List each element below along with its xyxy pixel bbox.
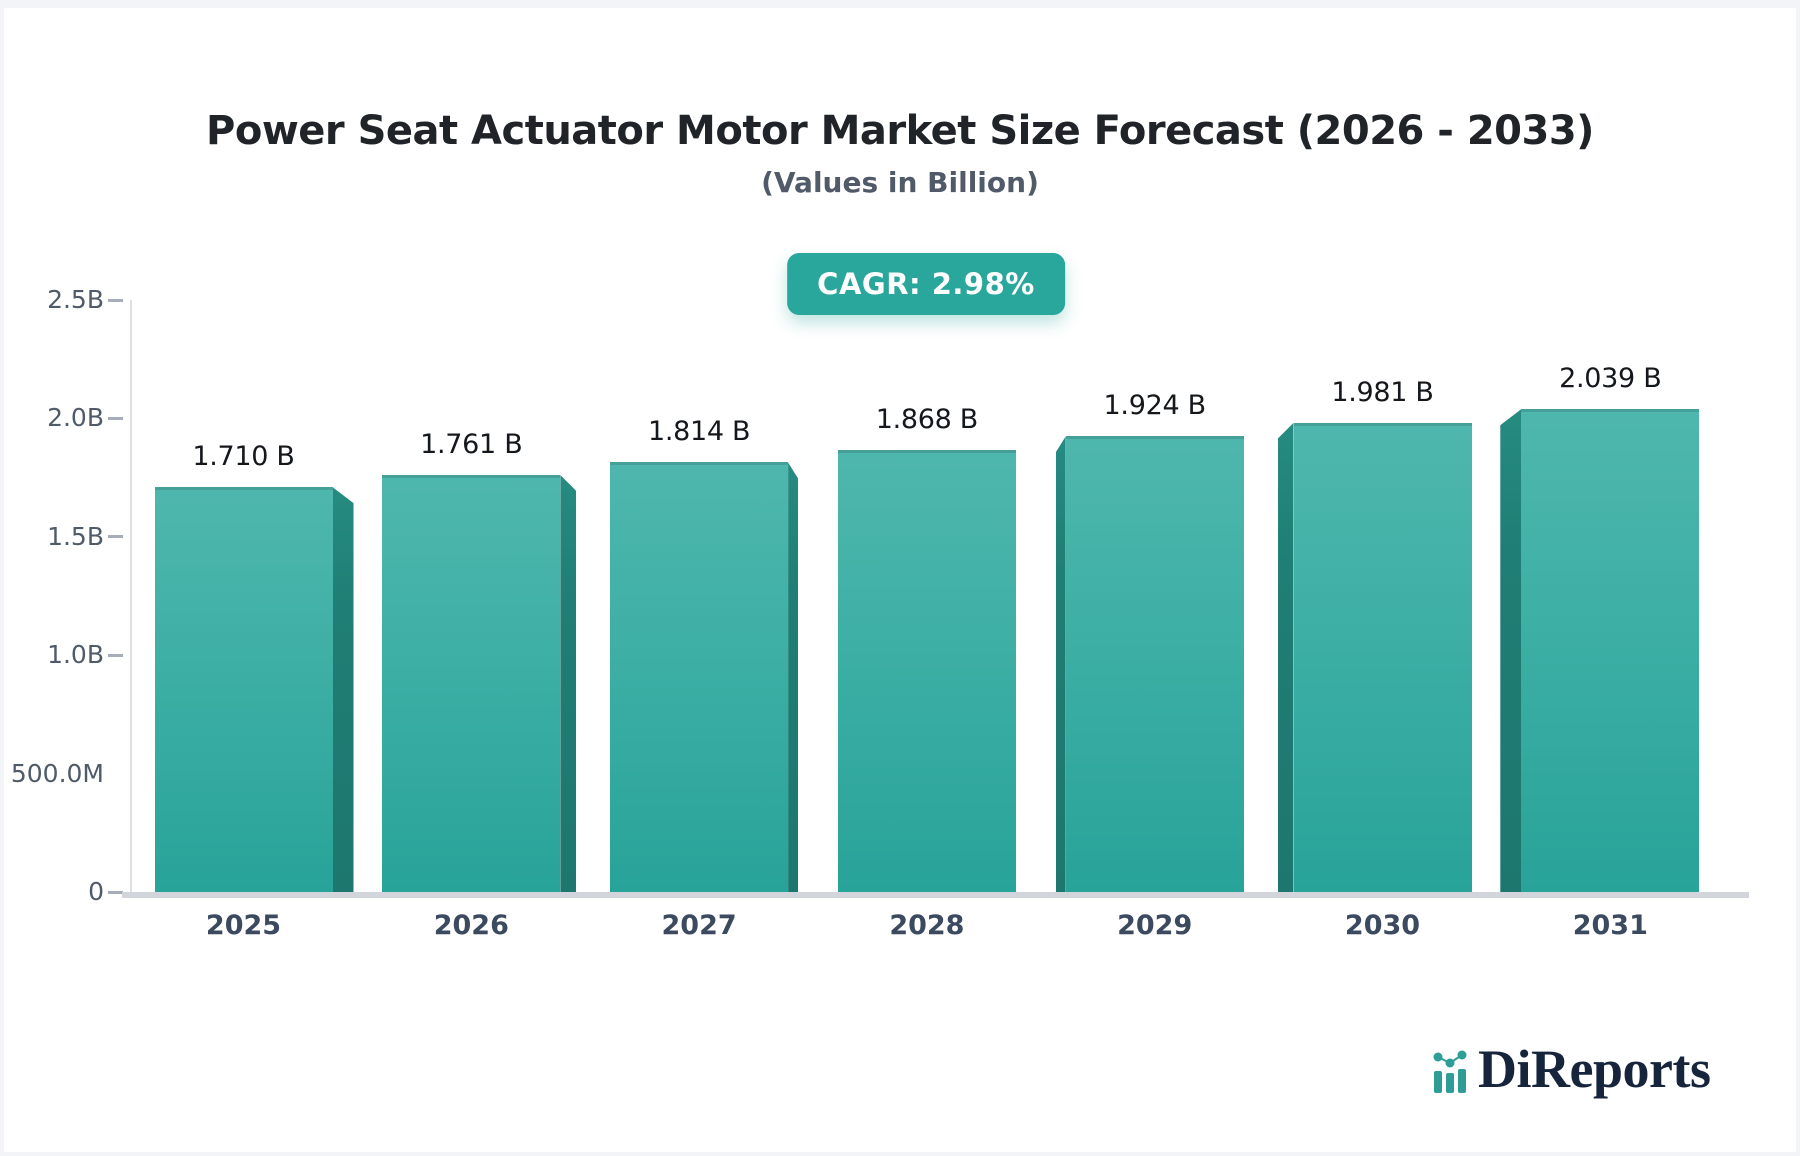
y-tick-dash [108, 298, 123, 302]
bar [610, 462, 789, 892]
y-axis-line [130, 300, 132, 892]
x-tick-label: 2029 [1117, 910, 1193, 941]
y-tick-label: 500.0M [10, 758, 104, 788]
y-tick-label: 2.0B [47, 403, 104, 433]
x-tick-label: 2027 [661, 910, 737, 941]
y-tick-dash [108, 416, 123, 420]
y-tick-label: 0 [88, 877, 104, 906]
y-tick-label: 1.5B [47, 521, 104, 551]
bar-value-label: 1.710 B [192, 441, 295, 473]
bar-side-face [332, 487, 354, 892]
bar-value-label: 1.981 B [1331, 376, 1434, 408]
bar-value-label: 1.924 B [1103, 390, 1207, 422]
y-tick-dash [108, 890, 123, 894]
x-axis-line [122, 892, 1749, 898]
brand-logo: DiReports [1432, 1039, 1711, 1099]
x-tick-label: 2030 [1344, 910, 1421, 941]
bar [1521, 409, 1700, 892]
bar-line-chart-icon [1433, 1050, 1467, 1093]
y-tick-dash [108, 653, 123, 657]
bar-value-label: 1.761 B [420, 428, 523, 460]
bar [1293, 422, 1472, 892]
chart-title: Power Seat Actuator Motor Market Size Fo… [206, 108, 1594, 154]
bar-value-label: 1.814 B [647, 416, 751, 448]
x-tick-label: 2026 [433, 910, 509, 941]
chart-subtitle: (Values in Billion) [761, 166, 1039, 199]
x-tick-label: 2031 [1572, 910, 1648, 941]
bar [382, 474, 561, 892]
bar [1065, 436, 1244, 892]
bar [837, 449, 1016, 892]
x-tick-label: 2025 [205, 910, 282, 941]
chart-card: Power Seat Actuator Motor Market Size Fo… [4, 8, 1796, 1152]
bar-side-face [1277, 422, 1294, 892]
brand-name: DiReports [1478, 1039, 1711, 1099]
y-tick-label: 1.0B [47, 640, 104, 670]
x-tick-label: 2028 [889, 910, 965, 941]
bar-side-face [1055, 436, 1066, 892]
bar-side-face [1500, 409, 1522, 892]
bar-side-face [788, 462, 799, 892]
bar-value-label: 2.039 B [1559, 363, 1662, 395]
cagr-badge: CAGR: 2.98% [787, 253, 1065, 315]
y-tick-label: 2.5B [47, 285, 104, 314]
bar [154, 487, 333, 892]
bar-value-label: 1.868 B [875, 403, 979, 435]
bar-side-face [560, 474, 577, 892]
y-tick-dash [108, 535, 123, 539]
